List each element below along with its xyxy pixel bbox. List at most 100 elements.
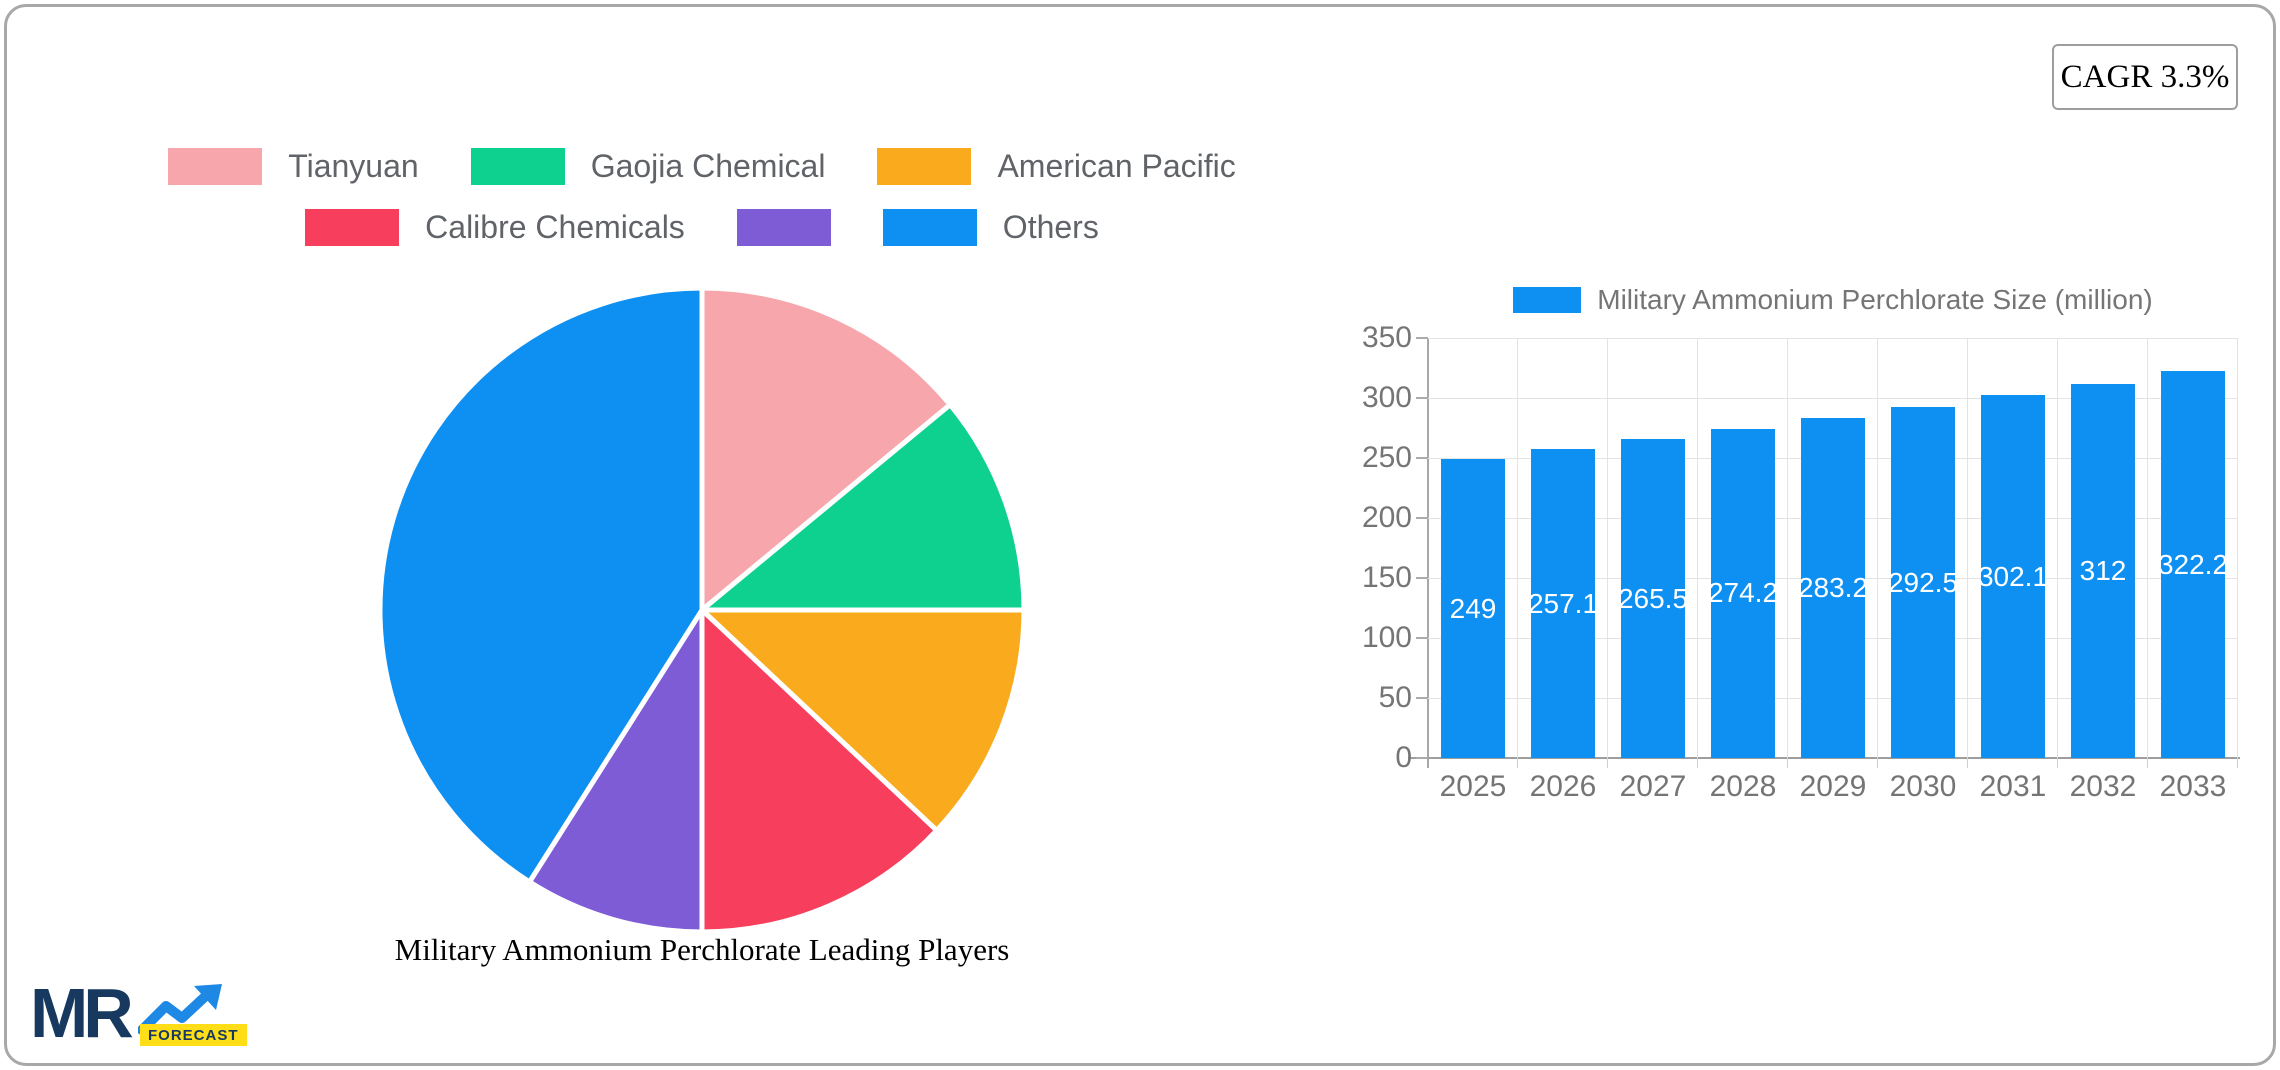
pie-legend-label: American Pacific [997, 148, 1236, 184]
cagr-label: CAGR 3.3% [2060, 58, 2230, 95]
bar-2031 [1981, 395, 2045, 758]
x-axis-label: 2030 [1889, 770, 1957, 803]
gridline-x [1697, 338, 1698, 758]
logo-trend-arrow-icon [138, 984, 222, 1035]
bar-value-label: 249 [1449, 592, 1497, 624]
x-tick [1607, 758, 1608, 768]
pie-chart-title: Military Ammonium Perchlorate Leading Pl… [394, 932, 1010, 967]
x-tick [2057, 758, 2058, 768]
pie-slice-calibre-chemicals [699, 607, 940, 935]
x-axis-label: 2029 [1799, 770, 1867, 803]
bar-2026 [1531, 449, 1595, 758]
x-tick [1517, 758, 1518, 768]
x-axis-label: 2033 [2159, 770, 2227, 803]
bar-2029 [1801, 418, 1865, 758]
pie-legend-swatch-american-pacific [877, 148, 972, 185]
bar-2032 [2071, 383, 2135, 758]
bar-value-label: 257.1 [1527, 587, 1599, 619]
y-axis-label: 150 [1361, 561, 1412, 594]
gridline-x [2057, 338, 2058, 758]
x-axis-label: 2027 [1619, 770, 1687, 803]
pie-slice-gaojia-chemical [699, 402, 1027, 613]
y-axis-label: 300 [1361, 381, 1412, 414]
bar-value-label: 265.5 [1617, 582, 1689, 614]
y-tick-350 [1416, 337, 1428, 339]
pie-legend-label: Tianyuan [288, 148, 419, 184]
bar-legend-label: Military Ammonium Perchlorate Size (mill… [1597, 284, 2153, 315]
bar-value-label: 322.2 [2157, 548, 2229, 580]
bar-2028 [1711, 428, 1775, 758]
pie-legend-item-gaojia-chemical: Gaojia Chemical [470, 148, 826, 185]
x-tick [2147, 758, 2148, 768]
mr-forecast-logo: MR FORECAST [30, 974, 247, 1056]
pie-legend-label: Gaojia Chemical [590, 148, 826, 184]
bar-legend-swatch [1513, 287, 1582, 313]
gridline-x [1517, 338, 1518, 758]
y-tick-300 [1416, 397, 1428, 399]
cagr-badge: CAGR 3.3% [2052, 44, 2238, 110]
y-tick-0 [1416, 757, 1428, 759]
pie-chart [377, 285, 1027, 935]
pie-legend-swatch-others [882, 209, 977, 246]
logo-mr-text: MR [30, 974, 134, 1052]
pie-legend-swatch-gaojia-chemical [470, 148, 565, 185]
y-axis-label: 0 [1395, 741, 1412, 774]
y-axis-label: 200 [1361, 501, 1412, 534]
bar-2030 [1891, 407, 1955, 758]
y-axis-label: 50 [1378, 681, 1412, 714]
gridline-x [2237, 338, 2238, 758]
pie-legend-label: Others [1002, 209, 1099, 245]
y-axis-label: 100 [1361, 621, 1412, 654]
gridline-x [1967, 338, 1968, 758]
bar-2025 [1441, 459, 1505, 758]
bar-chart-legend: Military Ammonium Perchlorate Size (mill… [1428, 284, 2238, 316]
pie-legend-item-unlabeled [736, 209, 831, 246]
x-axis-line [1408, 757, 2240, 759]
x-tick [1697, 758, 1698, 768]
y-tick-50 [1416, 697, 1428, 699]
gridline-x [1877, 338, 1878, 758]
logo-forecast-text: FORECAST [140, 1024, 247, 1046]
gridline-x [1787, 338, 1788, 758]
y-tick-150 [1416, 577, 1428, 579]
bar-2033 [2161, 371, 2225, 758]
pie-legend-row-2: Calibre Chemicals Others [305, 209, 1099, 246]
y-tick-100 [1416, 637, 1428, 639]
pie-legend-item-others: Others [882, 209, 1099, 246]
x-axis-label: 2028 [1709, 770, 1777, 803]
bar-2027 [1621, 439, 1685, 758]
y-tick-200 [1416, 517, 1428, 519]
y-tick-250 [1416, 457, 1428, 459]
x-axis-label: 2025 [1439, 770, 1507, 803]
pie-legend-swatch-tianyuan [168, 148, 263, 185]
pie-legend-item-calibre-chemicals: Calibre Chemicals [305, 209, 685, 246]
bar-value-label: 274.2 [1707, 577, 1779, 609]
bar-value-label: 302.1 [1977, 560, 2049, 592]
x-axis-label: 2031 [1979, 770, 2047, 803]
bar-value-label: 312 [2079, 554, 2127, 586]
pie-legend-item-american-pacific: American Pacific [877, 148, 1236, 185]
gridline-x [1607, 338, 1608, 758]
pie-slice-american-pacific [699, 607, 1027, 833]
pie-legend-item-tianyuan: Tianyuan [168, 148, 419, 185]
x-tick [1877, 758, 1878, 768]
pie-legend: Tianyuan Gaojia Chemical American Pacific … [0, 148, 1404, 246]
x-tick [2237, 758, 2238, 768]
pie-slice-others [377, 285, 705, 885]
pie-legend-swatch-calibre-chemicals [305, 209, 400, 246]
pie-slice-unlabeled [527, 607, 705, 935]
y-axis-line [1427, 338, 1429, 768]
gridline-y-300 [1428, 398, 2238, 399]
x-axis-label: 2032 [2069, 770, 2137, 803]
gridline-x [2147, 338, 2148, 758]
x-axis-label: 2026 [1529, 770, 1597, 803]
bar-value-label: 292.5 [1887, 566, 1959, 598]
y-axis-label: 250 [1361, 441, 1412, 474]
pie-legend-label: Calibre Chemicals [425, 209, 685, 245]
pie-legend-row-1: Tianyuan Gaojia Chemical American Pacific [168, 148, 1236, 185]
pie-slice-tianyuan [699, 285, 953, 613]
x-tick [1787, 758, 1788, 768]
bar-chart-plot: 0 50 100 150 200 250 300 350 249 2025 257.1 2026 265… [1362, 323, 2240, 803]
gridline-y-350 [1428, 338, 2238, 339]
y-axis-label: 350 [1361, 321, 1412, 354]
